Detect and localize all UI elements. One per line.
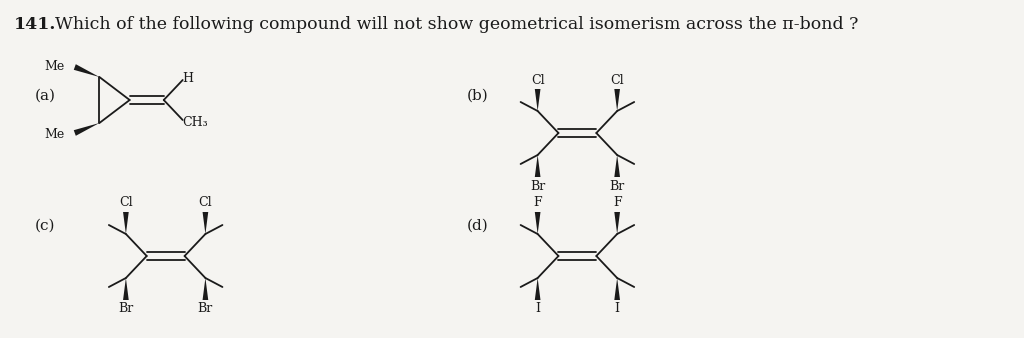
Text: (c): (c) [35, 219, 55, 233]
Polygon shape [203, 278, 208, 300]
Polygon shape [535, 212, 541, 234]
Polygon shape [74, 64, 99, 77]
Text: CH₃: CH₃ [182, 116, 208, 128]
Polygon shape [74, 123, 99, 136]
Text: Cl: Cl [119, 196, 133, 210]
Text: Br: Br [530, 179, 545, 193]
Polygon shape [614, 212, 620, 234]
Text: Br: Br [609, 179, 625, 193]
Text: Me: Me [44, 127, 65, 141]
Polygon shape [123, 278, 129, 300]
Text: Me: Me [44, 59, 65, 72]
Polygon shape [203, 212, 208, 234]
Text: I: I [536, 303, 540, 315]
Text: Cl: Cl [610, 73, 624, 87]
Text: (d): (d) [467, 219, 488, 233]
Text: F: F [612, 196, 622, 210]
Polygon shape [535, 89, 541, 111]
Text: Br: Br [118, 303, 133, 315]
Text: Which of the following compound will not show geometrical isomerism across the π: Which of the following compound will not… [55, 16, 858, 33]
Text: Cl: Cl [199, 196, 212, 210]
Polygon shape [535, 278, 541, 300]
Polygon shape [614, 89, 620, 111]
Polygon shape [535, 155, 541, 177]
Text: (a): (a) [35, 89, 56, 103]
Text: (b): (b) [467, 89, 488, 103]
Text: Br: Br [198, 303, 213, 315]
Text: I: I [614, 303, 620, 315]
Polygon shape [614, 155, 620, 177]
Text: 141.: 141. [14, 16, 56, 33]
Text: Cl: Cl [530, 73, 545, 87]
Polygon shape [614, 278, 620, 300]
Text: F: F [534, 196, 542, 210]
Text: H: H [182, 72, 194, 86]
Polygon shape [123, 212, 129, 234]
